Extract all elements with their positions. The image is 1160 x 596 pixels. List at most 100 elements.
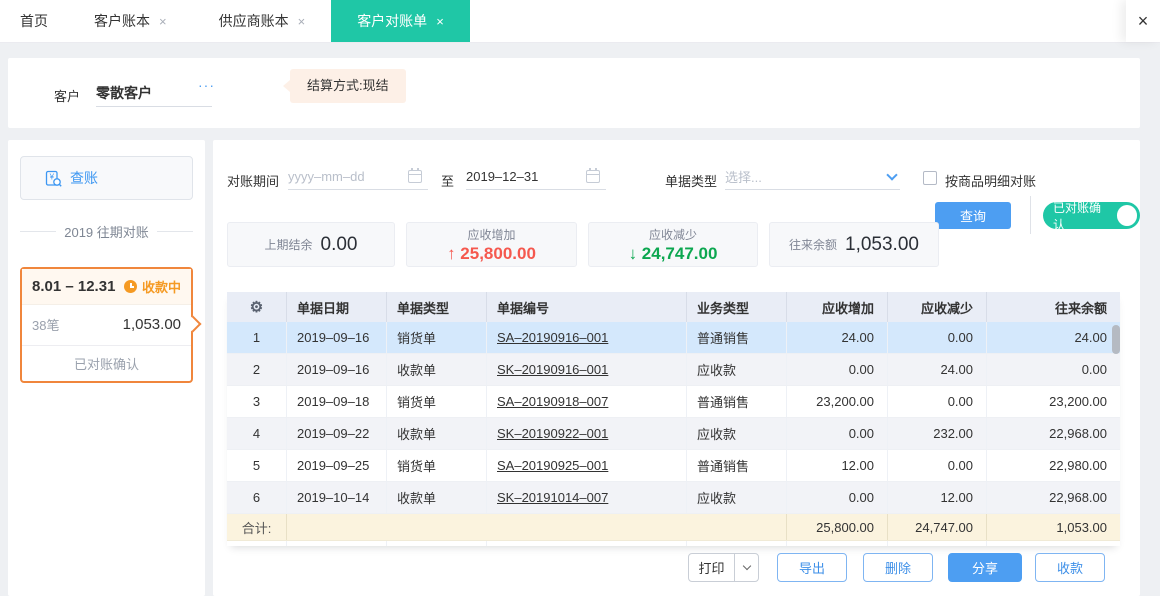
period-card[interactable]: 8.01 – 12.31 收款中 38笔 1,053.00 已对账确认 xyxy=(20,267,202,383)
header-decrease: 应收减少 xyxy=(888,292,987,322)
date-to-input[interactable] xyxy=(466,169,578,184)
clipped-cell xyxy=(687,541,787,546)
chevron-down-icon xyxy=(886,169,898,181)
tab-bar: 首页 客户账本 × 供应商账本 × 客户对账单 × × xyxy=(0,0,1160,43)
print-button[interactable]: 打印 xyxy=(689,554,735,581)
header-doc-date: 单据日期 xyxy=(287,292,387,322)
header-balance: 往来余额 xyxy=(1054,300,1107,316)
cell-increase: 23,200.00 xyxy=(787,386,888,417)
total-label: 合计: xyxy=(227,514,287,540)
svg-text:¥: ¥ xyxy=(49,172,55,181)
print-button-group: 打印 xyxy=(688,553,759,582)
cell-doc-date: 2019–09–25 xyxy=(287,450,387,481)
gear-icon[interactable]: ⚙ xyxy=(249,299,264,316)
confirmed-toggle[interactable]: 已对账确认 xyxy=(1043,201,1140,232)
range-separator: 至 xyxy=(441,174,455,189)
cell-doc-type: 销货单 xyxy=(387,386,487,417)
tab-customer-ledger[interactable]: 客户账本 × xyxy=(68,0,193,42)
doc-no-link[interactable]: SK–20190922–001 xyxy=(497,426,609,441)
doc-no-link[interactable]: SK–20190916–001 xyxy=(497,362,609,377)
card-value: ↑ 25,800.00 xyxy=(447,244,536,264)
vertical-divider xyxy=(1030,196,1031,234)
export-button[interactable]: 导出 xyxy=(777,553,847,582)
cell-balance: 22,980.00 xyxy=(1049,458,1107,473)
cell-doc-no: SK–20191014–007 xyxy=(487,482,687,513)
receive-payment-button[interactable]: 收款 xyxy=(1035,553,1105,582)
clipped-cell xyxy=(487,541,687,546)
table-row[interactable]: 5 2019–09–25 销货单 SA–20190925–001 普通销售 12.00 0.… xyxy=(227,450,1120,482)
summary-cards: 上期结余 0.00 应收增加 ↑ 25,800.00 应收减少 ↓ 24,747… xyxy=(227,222,939,267)
tab-close-icon[interactable]: × xyxy=(436,13,444,29)
delete-button[interactable]: 删除 xyxy=(863,553,933,582)
row-number: 5 xyxy=(227,450,287,481)
table-total-row: 合计: 25,800.00 24,747.00 1,053.00 xyxy=(227,514,1120,541)
total-spacer xyxy=(287,514,787,540)
period-amount: 1,053.00 xyxy=(122,316,181,333)
row-number: 6 xyxy=(227,482,287,513)
total-increase: 25,800.00 xyxy=(787,514,888,540)
table-row[interactable]: 1 2019–09–16 销货单 SA–20190916–001 普通销售 24.00 0.… xyxy=(227,322,1120,354)
clipped-cell xyxy=(287,541,387,546)
tab-close-icon[interactable]: × xyxy=(297,13,306,29)
cell-biz-type: 普通销售 xyxy=(687,386,787,417)
status-badge: 收款中 xyxy=(123,277,181,296)
doc-type-select[interactable]: 选择... xyxy=(725,164,900,190)
cell-doc-type: 销货单 xyxy=(387,322,487,353)
clipped-cell xyxy=(227,541,287,546)
customer-more-icon[interactable]: ··· xyxy=(198,77,215,93)
header-doc-no: 单据编号 xyxy=(487,292,687,322)
card-label: 应收增加 xyxy=(467,227,516,242)
window-close-icon[interactable]: × xyxy=(1126,0,1160,42)
doc-no-link[interactable]: SA–20190916–001 xyxy=(497,330,609,345)
query-button[interactable]: 查询 xyxy=(935,202,1011,229)
tab-supplier-ledger[interactable]: 供应商账本 × xyxy=(193,0,332,42)
audit-button[interactable]: ¥ 查账 xyxy=(20,156,193,200)
table-row[interactable]: 3 2019–09–18 销货单 SA–20190918–007 普通销售 23,200.… xyxy=(227,386,1120,418)
total-decrease: 24,747.00 xyxy=(888,514,987,540)
card-label: 上期结余 xyxy=(264,238,313,252)
cell-doc-type: 收款单 xyxy=(387,482,487,513)
current-balance-card: 往来余额 1,053.00 xyxy=(769,222,939,267)
customer-label: 客户 xyxy=(54,89,81,104)
share-button[interactable]: 分享 xyxy=(948,553,1022,582)
arrow-down-icon: ↓ xyxy=(628,243,638,263)
settlement-tag: 结算方式:现结 xyxy=(283,69,406,103)
doc-no-link[interactable]: SK–20191014–007 xyxy=(497,490,609,505)
print-dropdown-button[interactable] xyxy=(735,554,758,581)
calendar-icon[interactable] xyxy=(586,168,600,183)
tab-label: 供应商账本 xyxy=(218,13,289,29)
table-scrollbar[interactable] xyxy=(1112,325,1120,354)
section-title-text: 2019 往期对账 xyxy=(64,225,149,240)
cell-decrease: 0.00 xyxy=(888,450,987,481)
clipped-cell xyxy=(787,541,888,546)
detail-checkbox[interactable] xyxy=(923,171,937,185)
tab-close-icon[interactable]: × xyxy=(159,13,167,29)
calendar-icon[interactable] xyxy=(408,168,422,183)
row-number: 3 xyxy=(227,386,287,417)
doc-no-link[interactable]: SA–20190925–001 xyxy=(497,458,609,473)
date-from-input[interactable] xyxy=(288,169,400,184)
table-row[interactable]: 2 2019–09–16 收款单 SK–20190916–001 应收款 0.00 24.0… xyxy=(227,354,1120,386)
toggle-knob xyxy=(1116,205,1137,226)
period-filter-label: 对账期间 xyxy=(227,174,280,189)
row-number: 4 xyxy=(227,418,287,449)
cell-doc-type: 收款单 xyxy=(387,354,487,385)
cell-doc-date: 2019–09–18 xyxy=(287,386,387,417)
tab-home[interactable]: 首页 xyxy=(0,0,68,42)
detail-checkbox-label: 按商品明细对账 xyxy=(945,174,1037,189)
clipped-cell xyxy=(987,541,1120,546)
card-value-text: 25,800.00 xyxy=(460,243,536,263)
cell-doc-type: 销货单 xyxy=(387,450,487,481)
column-settings-cell: ⚙ xyxy=(227,292,287,322)
table-row[interactable]: 6 2019–10–14 收款单 SK–20191014–007 应收款 0.00 12.0… xyxy=(227,482,1120,514)
arrow-up-icon: ↑ xyxy=(447,243,456,263)
tab-customer-statement[interactable]: 客户对账单 × xyxy=(331,0,470,42)
customer-value[interactable]: 零散客户 xyxy=(96,85,152,101)
status-text: 收款中 xyxy=(141,280,181,295)
header-biz-type: 业务类型 xyxy=(687,292,787,322)
chevron-down-icon xyxy=(742,561,751,571)
row-number: 2 xyxy=(227,354,287,385)
divider-line xyxy=(20,231,57,232)
table-row[interactable]: 4 2019–09–22 收款单 SK–20190922–001 应收款 0.00 232.… xyxy=(227,418,1120,450)
doc-no-link[interactable]: SA–20190918–007 xyxy=(497,394,609,409)
